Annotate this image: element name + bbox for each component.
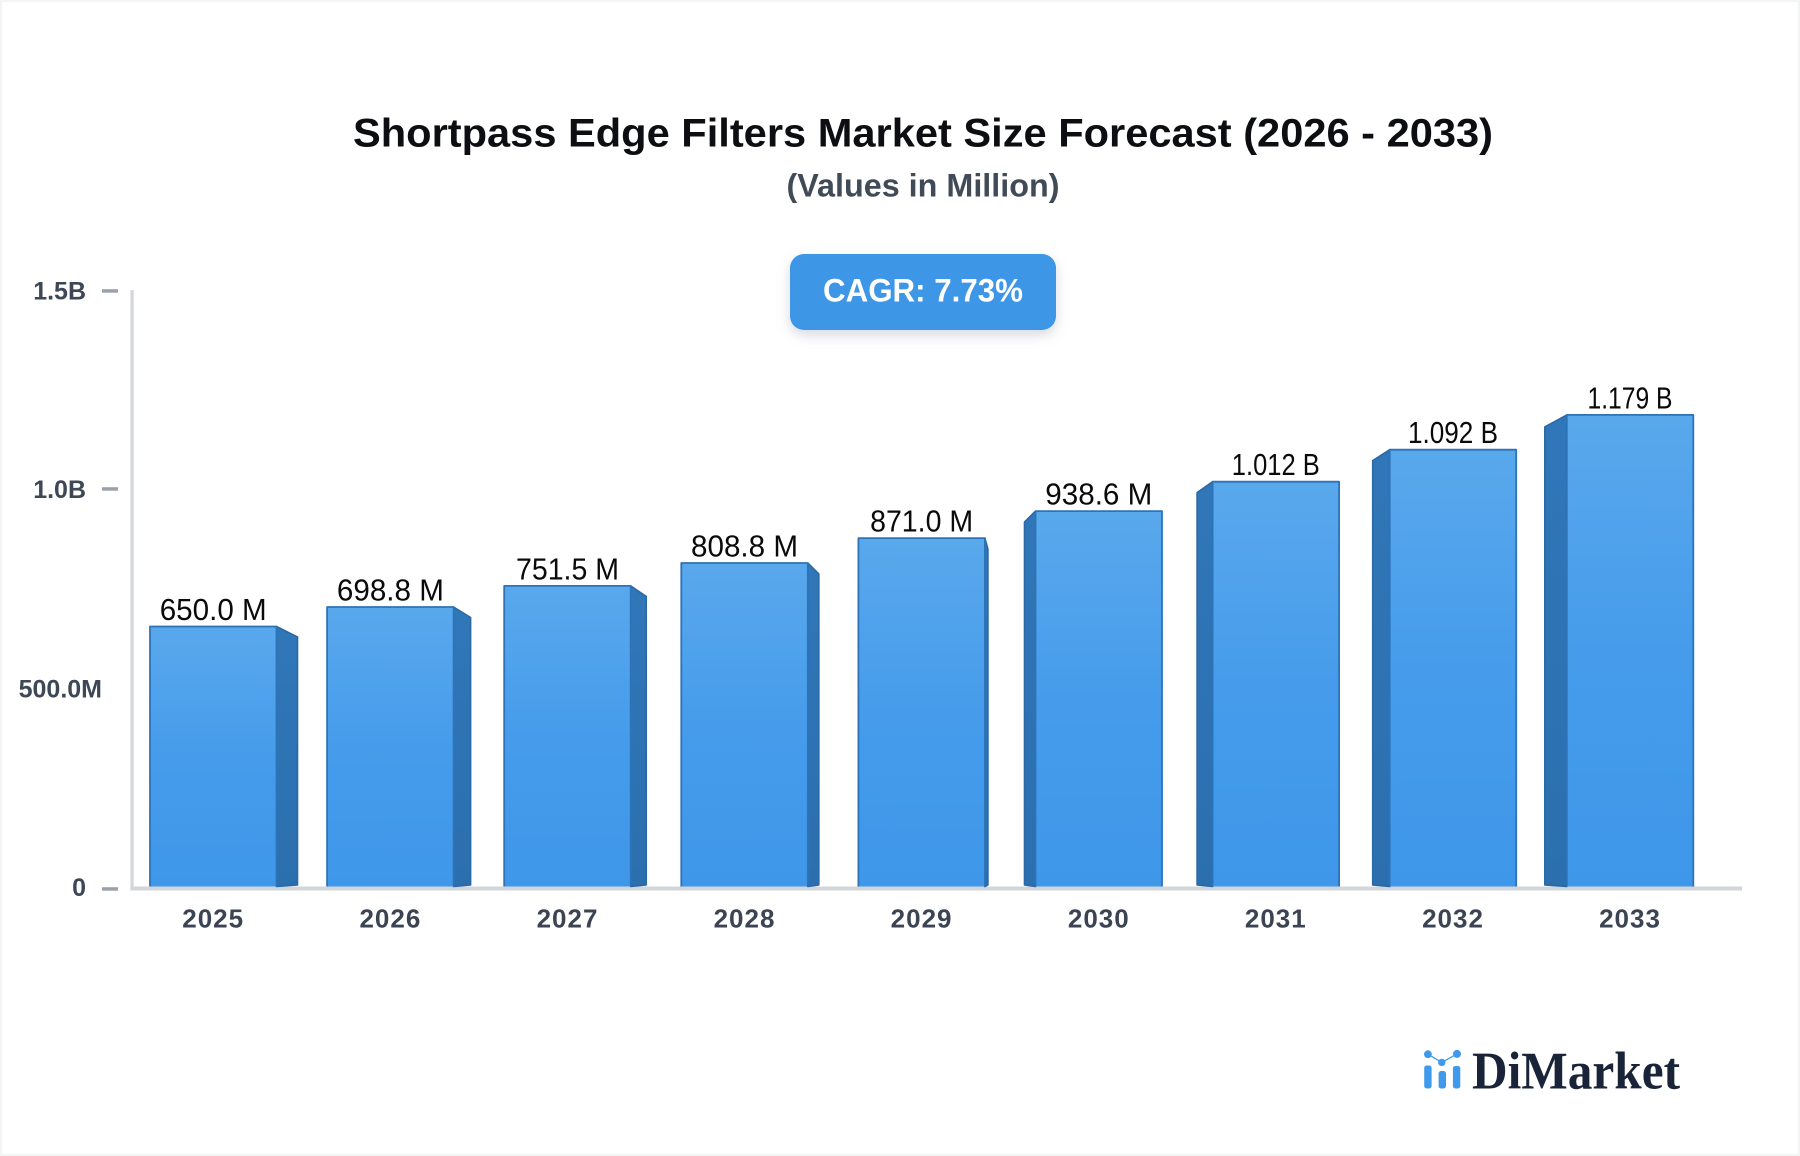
- svg-text:0: 0: [72, 874, 86, 902]
- svg-text:808.8 M: 808.8 M: [691, 529, 798, 564]
- svg-text:2031: 2031: [1245, 904, 1307, 934]
- svg-text:871.0 M: 871.0 M: [870, 504, 973, 539]
- svg-text:2026: 2026: [359, 904, 421, 934]
- svg-text:650.0 M: 650.0 M: [160, 592, 267, 627]
- svg-text:2027: 2027: [537, 904, 599, 934]
- svg-text:Shortpass Edge Filters Market: Shortpass Edge Filters Market Size Forec…: [353, 112, 1493, 156]
- svg-text:2028: 2028: [714, 904, 776, 934]
- svg-text:2032: 2032: [1422, 904, 1484, 934]
- svg-text:(Values in Million): (Values in Million): [787, 167, 1060, 203]
- svg-text:698.8 M: 698.8 M: [337, 573, 444, 608]
- svg-text:1.0B: 1.0B: [33, 476, 86, 504]
- svg-text:2029: 2029: [891, 904, 953, 934]
- svg-text:2025: 2025: [182, 904, 244, 934]
- svg-text:751.5 M: 751.5 M: [516, 551, 619, 586]
- svg-text:1.092 B: 1.092 B: [1408, 415, 1498, 450]
- svg-text:DiMarket: DiMarket: [1472, 1043, 1680, 1101]
- svg-text:1.179 B: 1.179 B: [1588, 380, 1673, 415]
- svg-text:CAGR: 7.73%: CAGR: 7.73%: [823, 273, 1023, 309]
- svg-text:938.6 M: 938.6 M: [1045, 477, 1152, 512]
- svg-text:1.5B: 1.5B: [33, 278, 86, 306]
- svg-text:500.0M: 500.0M: [19, 676, 102, 704]
- svg-text:2030: 2030: [1068, 904, 1130, 934]
- svg-text:2033: 2033: [1599, 904, 1661, 934]
- svg-text:1.012 B: 1.012 B: [1232, 447, 1320, 482]
